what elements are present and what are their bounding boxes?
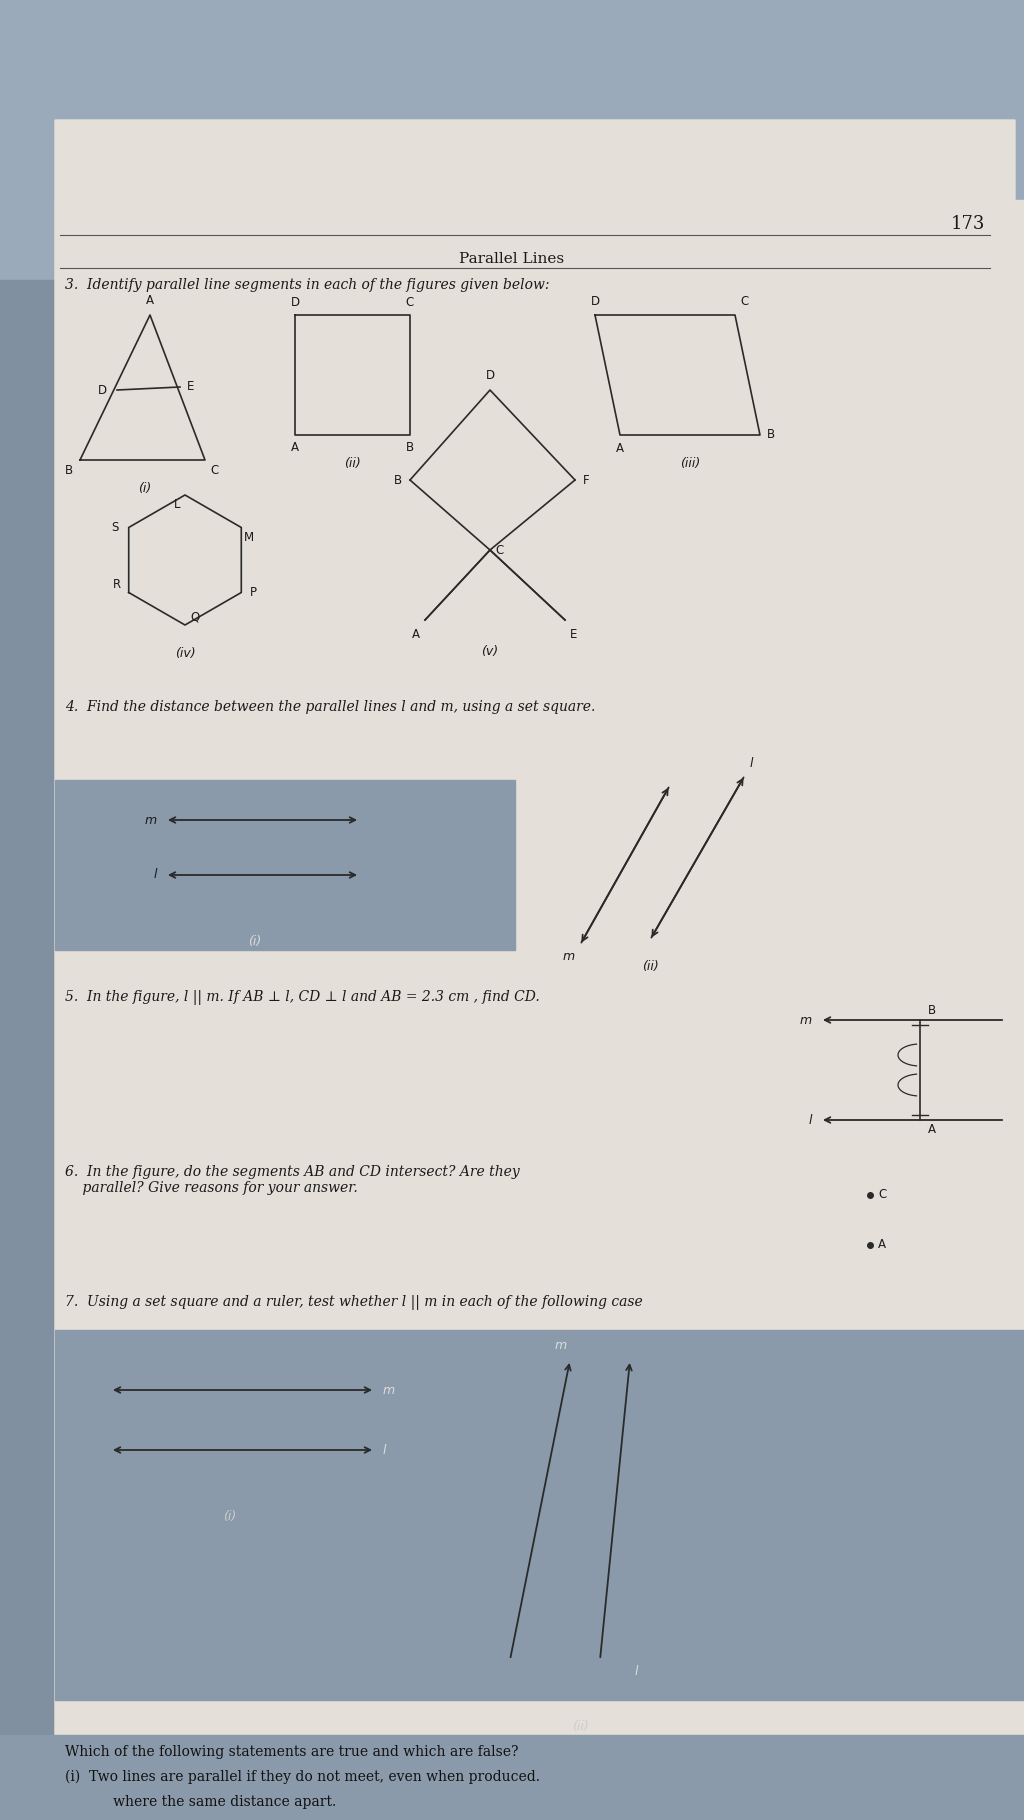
Text: L: L [174, 499, 180, 511]
Text: 4.  Find the distance between the parallel lines l and m, using a set square.: 4. Find the distance between the paralle… [65, 701, 595, 713]
Text: (i): (i) [223, 1511, 237, 1523]
Text: F: F [583, 473, 590, 486]
Text: l: l [635, 1665, 639, 1678]
Text: D: D [98, 384, 106, 397]
Text: C: C [406, 297, 414, 309]
Text: M: M [245, 531, 254, 544]
Text: B: B [65, 464, 73, 477]
Bar [55, 0, 1024, 249]
Text: C: C [495, 544, 503, 557]
Text: m: m [383, 1383, 395, 1396]
Text: Which of the following statements are true and which are false?: Which of the following statements are tr… [65, 1745, 518, 1758]
Text: A: A [146, 295, 154, 308]
Bar [55, 200, 1024, 1820]
Text: m: m [555, 1340, 567, 1352]
Bar [55, 781, 515, 950]
Text: (ii): (ii) [344, 457, 360, 470]
Text: (i): (i) [138, 482, 152, 495]
Text: S: S [111, 521, 119, 533]
Text: A: A [878, 1238, 886, 1252]
Text: E: E [570, 628, 578, 641]
Text: C: C [210, 464, 218, 477]
Text: 6.  In the figure, do the segments AB and CD intersect? Are they
    parallel? G: 6. In the figure, do the segments AB and… [65, 1165, 520, 1196]
Text: B: B [394, 473, 402, 486]
FancyBboxPatch shape [55, 120, 1015, 1820]
Text: (v): (v) [481, 644, 499, 659]
Text: (iii): (iii) [680, 457, 700, 470]
Bar [0, 1734, 1024, 1820]
Bar [0, 280, 55, 1820]
Text: D: D [591, 295, 600, 308]
Text: C: C [740, 295, 749, 308]
Text: where the same distance apart.: where the same distance apart. [65, 1795, 336, 1809]
Text: C: C [878, 1188, 886, 1201]
Text: (ii): (ii) [571, 1720, 589, 1733]
Text: (ii): (ii) [642, 959, 658, 974]
Text: m: m [144, 814, 157, 826]
Text: l: l [809, 1114, 812, 1127]
Text: A: A [616, 442, 624, 455]
Text: m: m [800, 1014, 812, 1026]
Text: B: B [406, 440, 414, 453]
Bar [0, 0, 1024, 280]
Text: B: B [767, 428, 775, 442]
Text: 7.  Using a set square and a ruler, test whether l || m in each of the following: 7. Using a set square and a ruler, test … [65, 1296, 643, 1310]
Text: l: l [750, 757, 754, 770]
Text: P: P [250, 586, 257, 599]
Text: A: A [291, 440, 299, 453]
Text: l: l [154, 868, 157, 881]
Text: Q: Q [190, 610, 200, 624]
Text: A: A [412, 628, 420, 641]
Text: 5.  In the figure, l || m. If AB ⊥ l, CD ⊥ l and AB = 2.3 cm , find CD.: 5. In the figure, l || m. If AB ⊥ l, CD … [65, 990, 540, 1005]
Text: D: D [485, 369, 495, 382]
Text: l: l [383, 1443, 386, 1456]
Bar [55, 1330, 1024, 1700]
Text: D: D [291, 297, 300, 309]
Text: A: A [928, 1123, 936, 1136]
Text: Parallel Lines: Parallel Lines [460, 251, 564, 266]
Text: (iv): (iv) [175, 646, 196, 661]
Text: 3.  Identify parallel line segments in each of the figures given below:: 3. Identify parallel line segments in ea… [65, 278, 550, 291]
Text: m: m [563, 950, 575, 963]
Text: E: E [187, 380, 195, 393]
Text: R: R [113, 579, 121, 592]
Text: B: B [928, 1005, 936, 1017]
Text: (i)  Two lines are parallel if they do not meet, even when produced.: (i) Two lines are parallel if they do no… [65, 1771, 540, 1784]
Text: 173: 173 [950, 215, 985, 233]
Text: (i): (i) [249, 935, 261, 948]
